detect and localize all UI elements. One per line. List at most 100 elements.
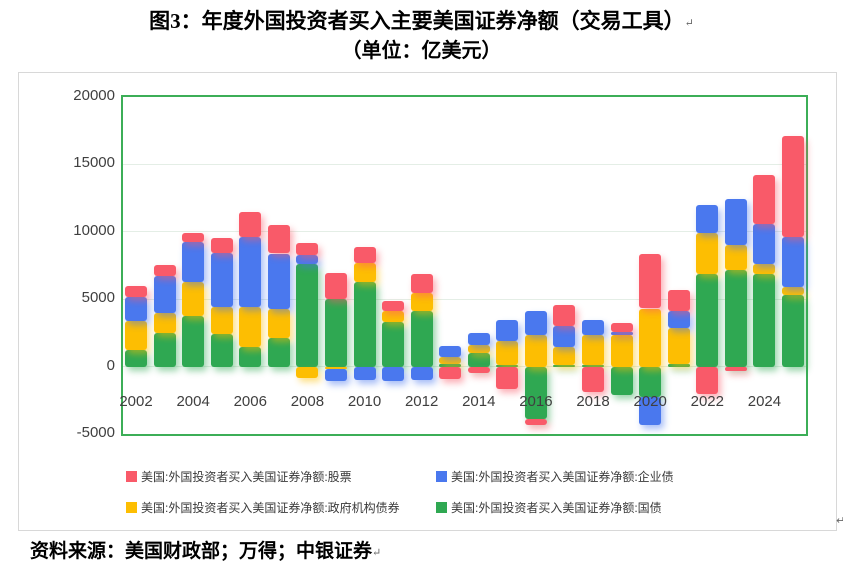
bar-segment-2012-s1: [410, 366, 433, 381]
bar-segment-2024-s2: [753, 264, 776, 275]
y-tick-label--5000: -5000: [76, 424, 115, 441]
bar-segment-2014-s1: [467, 332, 490, 345]
bar-segment-2003-s2: [153, 312, 176, 333]
y-tick-label-5000: 5000: [81, 289, 115, 307]
bar-segment-2022-s1: [696, 205, 719, 234]
bar-segment-2009-s2: [324, 366, 347, 369]
bar-segment-2025-s0: [782, 136, 804, 238]
bar-segment-2021-s2: [667, 327, 690, 364]
chart-title-text: 图3：年度外国投资者买入主要美国证券净额（交易工具）: [149, 9, 685, 33]
legend-item-3: 美国:外国投资者买入美国证券净额:国债: [436, 500, 662, 515]
bar-segment-2003-s1: [153, 275, 176, 313]
legend-swatch-icon: [436, 470, 447, 482]
bar-segment-2002-s0: [125, 285, 147, 297]
bar-segment-2024-s1: [753, 224, 776, 265]
bar-segment-2005-s2: [210, 306, 233, 334]
bar-segment-2007-s3: [267, 337, 290, 367]
legend-item-2: 美国:外国投资者买入美国证券净额:政府机构债券: [126, 500, 400, 515]
bar-segment-2005-s1: [210, 252, 233, 307]
bar-segment-2016-s0: [524, 418, 547, 425]
bar-segment-2014-s3: [467, 352, 490, 367]
x-tick-label-2008: 2008: [290, 393, 325, 410]
source-note: 资料来源：美国财政部；万得；中银证券↵: [30, 536, 381, 563]
bar-segment-2011-s0: [382, 301, 405, 312]
bar-segment-2012-s2: [410, 293, 433, 312]
legend-label: 美国:外国投资者买入美国证券净额:国债: [451, 500, 662, 515]
bar-segment-2010-s2: [353, 263, 376, 282]
bar-segment-2002-s2: [125, 320, 147, 350]
bar-segment-2002-s3: [125, 349, 147, 367]
bar-segment-2007-s2: [267, 308, 290, 338]
bar-segment-2013-s2: [439, 356, 462, 364]
bar-segment-2022-s0: [696, 366, 719, 394]
bar-segment-2016-s3: [524, 366, 547, 419]
paragraph-return-mark: ↵: [836, 515, 843, 527]
legend-label: 美国:外国投资者买入美国证券净额:政府机构债券: [141, 500, 400, 515]
bar-segment-2011-s1: [382, 366, 405, 382]
bar-segment-2008-s1: [296, 255, 319, 265]
x-tick-label-2012: 2012: [404, 393, 439, 410]
bar-segment-2009-s1: [324, 368, 347, 381]
bar-segment-2018-s2: [582, 334, 605, 365]
source-text: 资料来源：美国财政部；万得；中银证券: [30, 541, 373, 562]
paragraph-return-mark: ↵: [372, 547, 382, 560]
chart-title: 图3：年度外国投资者买入主要美国证券净额（交易工具）↵: [0, 5, 843, 35]
legend-swatch-icon: [126, 470, 137, 482]
x-tick-label-2006: 2006: [233, 393, 267, 410]
bar-segment-2019-s0: [610, 323, 633, 333]
bar-segment-2011-s2: [382, 311, 405, 323]
bar-segment-2008-s2: [296, 366, 319, 378]
bar-segment-2013-s0: [439, 366, 462, 380]
chart-subtitle: （单位：亿美元）: [341, 40, 502, 62]
bar-segment-2018-s3: [582, 364, 605, 367]
bar-segment-2008-s3: [296, 264, 319, 367]
bar-segment-2006-s0: [239, 212, 262, 238]
bar-segment-2019-s2: [610, 334, 633, 367]
bar-segment-2004-s0: [182, 233, 205, 243]
gridline-10000: [123, 231, 806, 233]
bar-segment-2003-s3: [153, 332, 176, 367]
legend-item-0: 美国:外国投资者买入美国证券净额:股票: [126, 469, 352, 484]
legend-item-1: 美国:外国投资者买入美国证券净额:企业债: [436, 469, 674, 484]
chart-container: 2002 2004 2006 2008 2010 2012 2014 2016 2018 2020…: [18, 72, 837, 531]
bar-segment-2025-s3: [782, 295, 804, 367]
bar-segment-2016-s1: [524, 311, 547, 335]
y-tick-label-10000: 10000: [73, 221, 115, 239]
x-tick-label-2022: 2022: [690, 393, 724, 410]
legend-label: 美国:外国投资者买入美国证券净额:股票: [141, 469, 352, 484]
bar-segment-2010-s1: [353, 366, 376, 381]
bar-segment-2008-s0: [296, 243, 319, 256]
bar-segment-2022-s3: [696, 274, 719, 367]
bar-segment-2004-s3: [182, 315, 205, 367]
bar-segment-2007-s0: [267, 224, 290, 254]
bar-segment-2009-s3: [324, 298, 347, 367]
bar-segment-2013-s3: [439, 363, 462, 367]
x-tick-label-2020: 2020: [633, 393, 667, 410]
bar-segment-2005-s3: [210, 333, 233, 367]
bar-segment-2020-s1: [639, 396, 662, 425]
bar-segment-2025-s2: [782, 287, 804, 296]
bar-segment-2014-s0: [467, 366, 490, 374]
x-tick-label-2010: 2010: [347, 393, 382, 410]
y-tick-label-15000: 15000: [73, 154, 115, 172]
bar-segment-2009-s0: [324, 272, 347, 299]
bar-segment-2016-s2: [524, 334, 547, 367]
bar-segment-2002-s1: [125, 296, 147, 321]
bar-segment-2020-s3: [639, 366, 662, 397]
bar-segment-2024-s3: [753, 274, 776, 367]
bar-segment-2010-s3: [353, 281, 376, 367]
bar-segment-2015-s1: [496, 320, 519, 342]
x-tick-label-2014: 2014: [462, 393, 496, 410]
bar-segment-2017-s3: [553, 364, 576, 367]
x-tick-label-2004: 2004: [176, 393, 210, 410]
bar-segment-2020-s0: [639, 254, 662, 309]
bar-segment-2021-s3: [667, 363, 690, 367]
x-tick-label-2024: 2024: [747, 393, 782, 410]
bar-segment-2023-s1: [724, 199, 747, 246]
bar-segment-2006-s3: [239, 346, 262, 367]
bar-segment-2003-s0: [153, 264, 176, 276]
bar-segment-2020-s2: [639, 308, 662, 367]
y-tick-label-20000: 20000: [73, 87, 115, 104]
bar-segment-2025-s1: [782, 237, 804, 288]
